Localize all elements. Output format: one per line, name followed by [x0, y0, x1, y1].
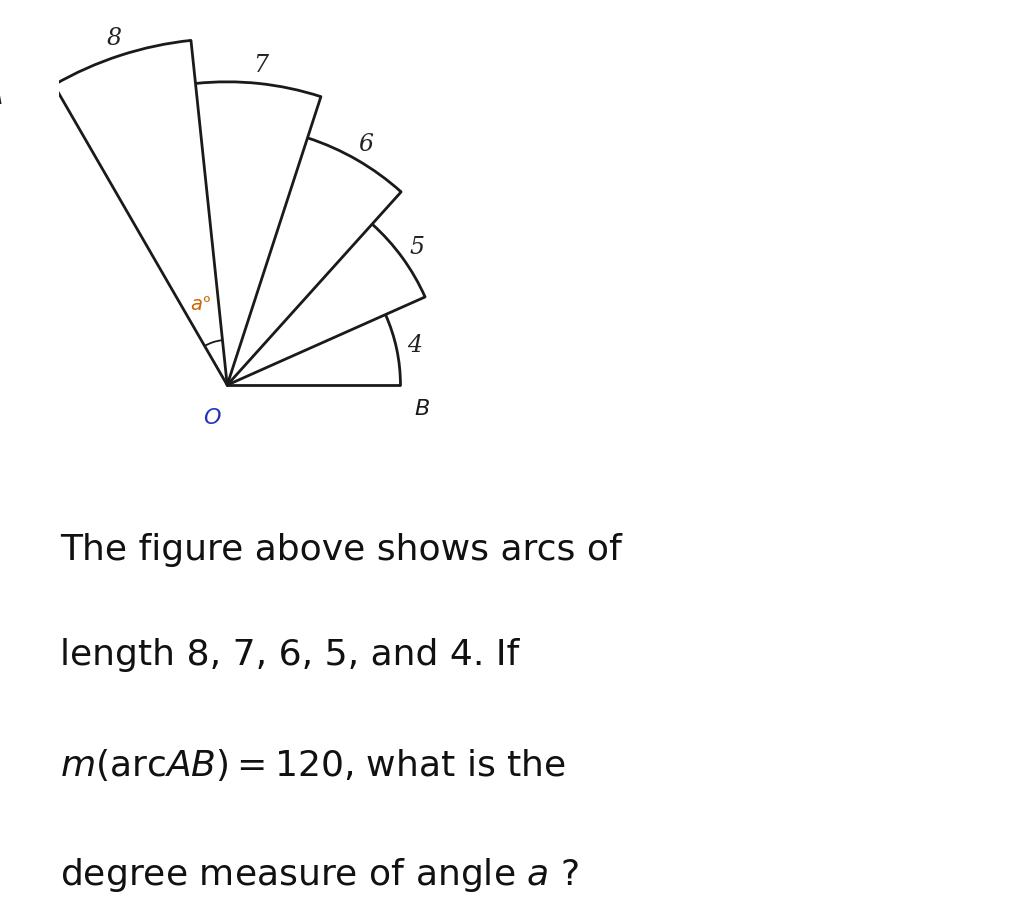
Text: 4: 4: [407, 334, 422, 357]
Text: degree measure of angle $a$ ?: degree measure of angle $a$ ?: [60, 856, 580, 893]
Text: 7: 7: [253, 54, 268, 77]
Text: $m$$(\mathrm{arc}AB) = 120$, what is the: $m$$(\mathrm{arc}AB) = 120$, what is the: [60, 746, 566, 783]
Text: length 8, 7, 6, 5, and 4. If: length 8, 7, 6, 5, and 4. If: [60, 638, 519, 672]
Text: $a$°: $a$°: [190, 296, 212, 314]
Text: $O$: $O$: [203, 407, 221, 429]
Text: 5: 5: [410, 236, 425, 258]
Text: 6: 6: [358, 133, 374, 156]
Text: $A$: $A$: [0, 85, 3, 109]
Text: 8: 8: [108, 27, 122, 50]
Text: The figure above shows arcs of: The figure above shows arcs of: [60, 533, 622, 567]
Text: $B$: $B$: [414, 398, 429, 420]
